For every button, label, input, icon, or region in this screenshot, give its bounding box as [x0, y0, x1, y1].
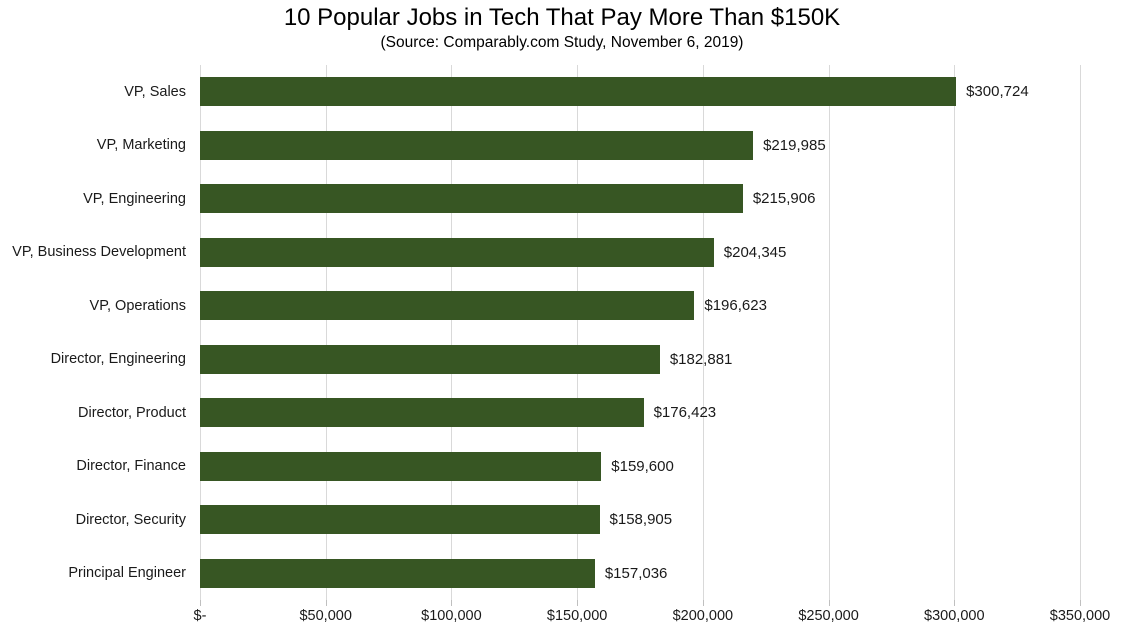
bar: [200, 451, 602, 481]
x-axis: $- $50,000 $100,000 $150,000 $200,000 $250,00…: [194, 600, 1110, 630]
axis-tick: [702, 600, 704, 606]
plot-area: $300,724 $219,985 $215,906 $204,345 $196,623…: [200, 65, 1081, 601]
bar-row: $157,036: [200, 547, 1080, 601]
bar-value-label: $204,345: [723, 243, 787, 261]
bar-value-label: $158,905: [609, 511, 673, 529]
bar: [200, 291, 695, 321]
category-label: Principal Engineer: [68, 565, 186, 582]
axis-tick: [200, 600, 201, 606]
axis-tick: [1080, 600, 1081, 606]
bar: [200, 398, 644, 428]
x-axis-tick-label: $100,000: [421, 608, 482, 624]
category-label: VP, Sales: [124, 83, 186, 100]
bar-value-label: $159,600: [611, 457, 674, 475]
bar-row: $215,906: [200, 172, 1080, 226]
bar-row: $158,905: [200, 493, 1080, 547]
gridline: [828, 65, 830, 600]
category-label: Director, Finance: [76, 458, 186, 475]
category-label: Director, Product: [78, 404, 186, 421]
bar-row: $196,623: [200, 279, 1080, 333]
bar-row: $300,724: [200, 65, 1080, 119]
bar-row: $182,881: [200, 333, 1080, 387]
bar-row: $219,985: [200, 119, 1080, 173]
category-label: VP, Marketing: [96, 137, 186, 154]
bar-value-label: $300,724: [966, 83, 1029, 101]
axis-tick: [451, 600, 453, 606]
category-label: VP, Engineering: [83, 190, 186, 207]
x-axis-tick-label: $300,000: [924, 608, 985, 624]
gridline: [451, 65, 453, 600]
bar: [200, 237, 714, 267]
y-axis-labels: VP, Sales VP, Marketing VP, Engineering VP,…: [0, 65, 186, 600]
gridline: [200, 65, 201, 600]
category-label: VP, Operations: [89, 297, 186, 314]
bar-value-label: $182,881: [669, 350, 733, 368]
bar-row: $204,345: [200, 226, 1080, 280]
bar-value-label: $219,985: [763, 136, 826, 154]
bar: [200, 77, 957, 107]
bar-row: $159,600: [200, 440, 1080, 494]
bar-value-label: $157,036: [604, 564, 668, 582]
x-axis-tick-label: $-: [193, 608, 207, 624]
bar: [200, 558, 595, 588]
axis-tick: [828, 600, 830, 606]
x-axis-tick-label: $50,000: [299, 608, 352, 624]
category-label: Director, Security: [75, 511, 186, 528]
gridline: [1080, 65, 1081, 600]
axis-tick: [325, 600, 327, 606]
bar-value-label: $215,906: [752, 190, 816, 208]
chart-title: 10 Popular Jobs in Tech That Pay More Th…: [283, 4, 841, 31]
x-axis-tick-label: $150,000: [546, 608, 608, 624]
gridline: [325, 65, 327, 600]
x-axis-tick-label: $200,000: [672, 608, 734, 624]
bar-value-label: $176,423: [653, 404, 717, 422]
bar: [200, 344, 660, 374]
axis-tick: [577, 600, 579, 606]
category-label: VP, Business Development: [12, 244, 186, 261]
bar: [200, 130, 754, 160]
x-axis-tick-label: $250,000: [798, 608, 859, 624]
bar: [200, 184, 743, 214]
bar-value-label: $196,623: [704, 297, 767, 315]
chart-subtitle: (Source: Comparably.com Study, November …: [380, 34, 744, 51]
gridline: [954, 65, 956, 600]
bar: [200, 505, 600, 535]
gridline: [702, 65, 704, 600]
bar-row: $176,423: [200, 386, 1080, 440]
axis-tick: [954, 600, 956, 606]
gridline: [577, 65, 579, 600]
category-label: Director, Engineering: [50, 351, 186, 368]
x-axis-tick-label: $350,000: [1049, 608, 1111, 624]
